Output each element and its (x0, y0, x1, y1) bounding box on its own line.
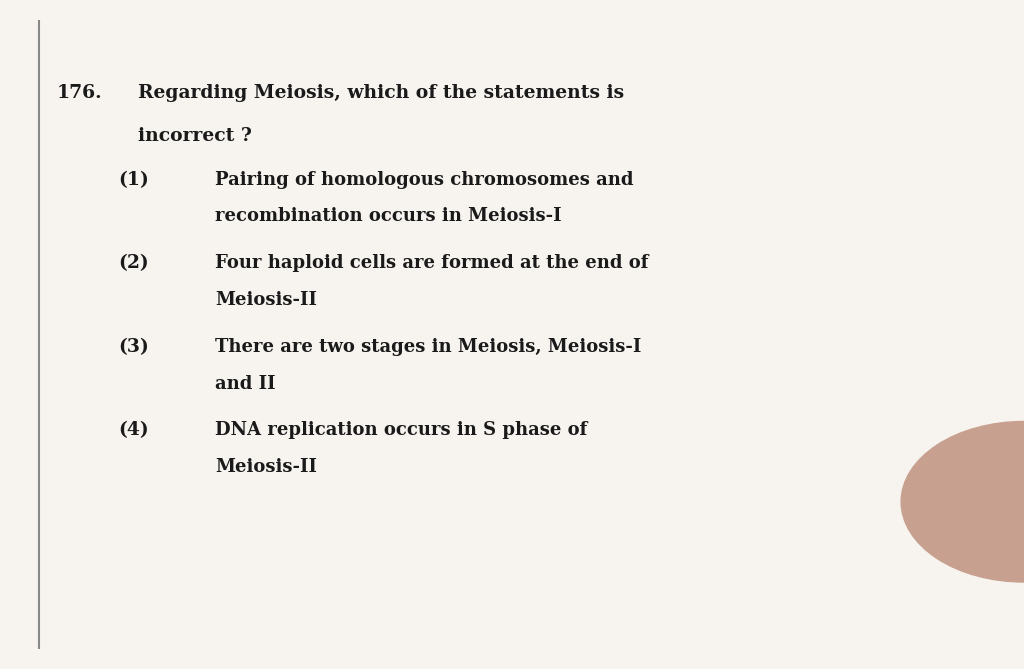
Text: incorrect ?: incorrect ? (138, 127, 252, 145)
Text: recombination occurs in Meiosis-I: recombination occurs in Meiosis-I (215, 207, 562, 225)
Text: Pairing of homologous chromosomes and: Pairing of homologous chromosomes and (215, 171, 634, 189)
Text: Meiosis-II: Meiosis-II (215, 291, 317, 309)
Text: Meiosis-II: Meiosis-II (215, 458, 317, 476)
Text: and II: and II (215, 375, 275, 393)
Circle shape (901, 421, 1024, 582)
Text: 176.: 176. (56, 84, 102, 102)
Text: (4): (4) (118, 421, 148, 440)
Text: (3): (3) (118, 338, 148, 356)
Text: (1): (1) (118, 171, 148, 189)
Text: DNA replication occurs in S phase of: DNA replication occurs in S phase of (215, 421, 588, 440)
Text: (2): (2) (118, 254, 148, 272)
Text: There are two stages in Meiosis, Meiosis-I: There are two stages in Meiosis, Meiosis… (215, 338, 641, 356)
Text: Four haploid cells are formed at the end of: Four haploid cells are formed at the end… (215, 254, 648, 272)
Text: Regarding Meiosis, which of the statements is: Regarding Meiosis, which of the statemen… (138, 84, 625, 102)
